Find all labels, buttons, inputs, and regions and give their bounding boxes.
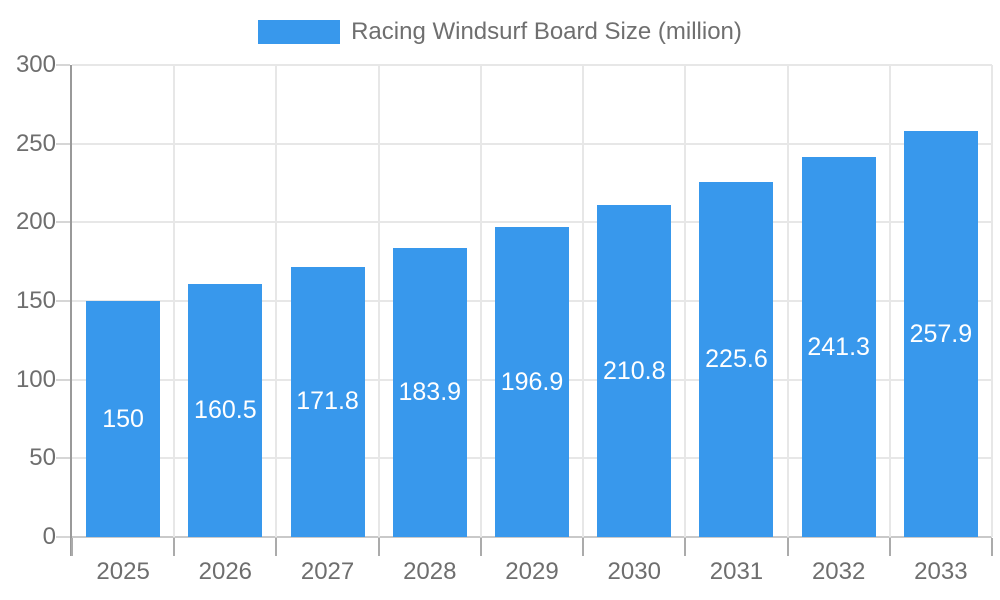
- x-gridline: [888, 65, 891, 537]
- x-axis-label: 2028: [403, 558, 457, 585]
- y-axis-label: 100: [15, 365, 56, 393]
- bar[interactable]: 171.8: [290, 266, 365, 537]
- x-axis-label: 2030: [607, 558, 661, 585]
- y-axis-label: 0: [42, 523, 56, 550]
- x-gridline: [275, 65, 278, 537]
- plot-area: 0 50 100 150 200 250 300 150 2025 160.5 2026 171.8 2…: [16, 51, 993, 585]
- x-axis-tick: [786, 538, 789, 556]
- x-axis-label: 2031: [709, 558, 764, 585]
- y-gridline: [72, 536, 992, 538]
- x-axis-tick: [684, 538, 687, 556]
- legend-item[interactable]: Racing Windsurf Board Size (million): [0, 18, 1000, 46]
- bar-value-label: 210.8: [602, 356, 666, 385]
- y-axis-tick: [56, 221, 70, 224]
- x-axis-tick: [582, 538, 585, 556]
- x-gridline: [684, 65, 687, 537]
- x-axis-tick: [71, 538, 73, 556]
- y-gridline: [72, 142, 992, 145]
- y-axis-line: [70, 65, 72, 556]
- x-gridline: [991, 65, 993, 537]
- y-axis-label: 300: [15, 51, 56, 78]
- bar[interactable]: 225.6: [699, 182, 774, 537]
- y-axis-label: 150: [15, 287, 56, 314]
- bar-value-label: 183.9: [398, 377, 462, 406]
- y-axis-label: 250: [15, 129, 56, 157]
- y-axis-tick: [56, 457, 70, 460]
- y-axis-tick: [56, 142, 70, 145]
- bar[interactable]: 210.8: [597, 205, 672, 537]
- bar-value-label: 241.3: [807, 332, 870, 361]
- y-gridline: [72, 64, 992, 66]
- x-axis-tick: [479, 538, 482, 556]
- bar[interactable]: 160.5: [188, 284, 263, 537]
- x-axis-tick: [377, 538, 380, 556]
- y-axis-tick: [56, 536, 70, 538]
- bar-value-label: 171.8: [296, 387, 359, 416]
- y-axis-label: 200: [15, 208, 56, 236]
- y-axis-label: 50: [29, 444, 56, 472]
- y-gridline: [72, 221, 992, 224]
- y-axis-tick: [56, 64, 70, 66]
- x-axis-tick: [991, 538, 993, 556]
- y-axis-tick: [56, 300, 70, 302]
- x-gridline: [479, 65, 482, 537]
- bar[interactable]: 196.9: [495, 227, 569, 537]
- y-axis-tick: [56, 378, 70, 381]
- bar-value-label: 257.9: [909, 319, 973, 348]
- legend-label: Racing Windsurf Board Size (million): [351, 18, 742, 45]
- x-axis-tick: [173, 538, 176, 556]
- bar-value-label: 160.5: [194, 396, 257, 425]
- x-gridline: [582, 65, 585, 537]
- x-axis-label: 2029: [505, 558, 559, 585]
- x-gridline: [786, 65, 789, 537]
- bar-value-label: 225.6: [705, 345, 768, 374]
- legend-swatch: [258, 20, 341, 44]
- x-axis-tick: [888, 538, 891, 556]
- bar[interactable]: 150: [86, 301, 161, 537]
- x-axis-label: 2032: [811, 558, 866, 585]
- bar[interactable]: 183.9: [392, 247, 467, 537]
- x-gridline: [377, 65, 380, 537]
- x-axis-tick: [275, 538, 278, 556]
- x-axis-label: 2025: [96, 558, 150, 585]
- x-axis-label: 2026: [198, 558, 253, 585]
- bar-value-label: 150: [102, 404, 144, 433]
- x-axis-label: 2033: [914, 558, 968, 585]
- x-gridline: [173, 65, 176, 537]
- x-axis-label: 2027: [300, 558, 355, 585]
- bar-value-label: 196.9: [500, 367, 564, 396]
- bar[interactable]: 257.9: [903, 131, 978, 537]
- bar[interactable]: 241.3: [801, 157, 876, 537]
